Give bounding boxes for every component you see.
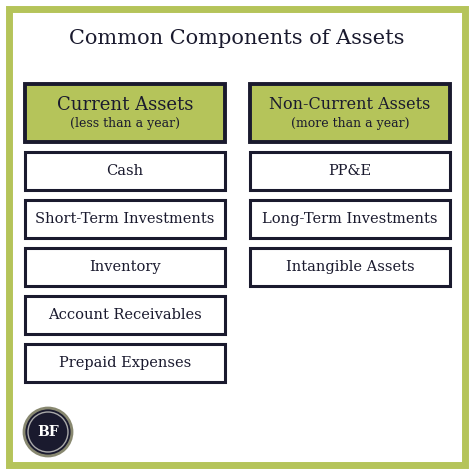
Text: Non-Current Assets: Non-Current Assets [269,96,431,113]
Text: Cash: Cash [107,164,144,178]
Bar [25,200,225,238]
Text: Inventory: Inventory [89,260,161,274]
Circle shape [24,408,72,456]
Bar [25,296,225,334]
Text: Current Assets: Current Assets [57,96,193,114]
Bar [250,200,450,238]
Text: Long-Term Investments: Long-Term Investments [262,212,438,226]
Text: Account Receivables: Account Receivables [48,308,202,322]
Text: Short-Term Investments: Short-Term Investments [35,212,215,226]
Text: BF: BF [37,425,59,439]
Bar [25,84,225,142]
Bar [25,248,225,286]
Text: PP&E: PP&E [328,164,372,178]
Text: Common Components of Assets: Common Components of Assets [69,28,405,47]
Bar [25,344,225,382]
Text: Intangible Assets: Intangible Assets [286,260,414,274]
Bar [25,152,225,190]
Text: Prepaid Expenses: Prepaid Expenses [59,356,191,370]
Bar [250,248,450,286]
Circle shape [28,412,68,452]
Text: (less than a year): (less than a year) [70,117,180,130]
Bar [250,152,450,190]
Bar [250,84,450,142]
Text: (more than a year): (more than a year) [291,117,409,130]
